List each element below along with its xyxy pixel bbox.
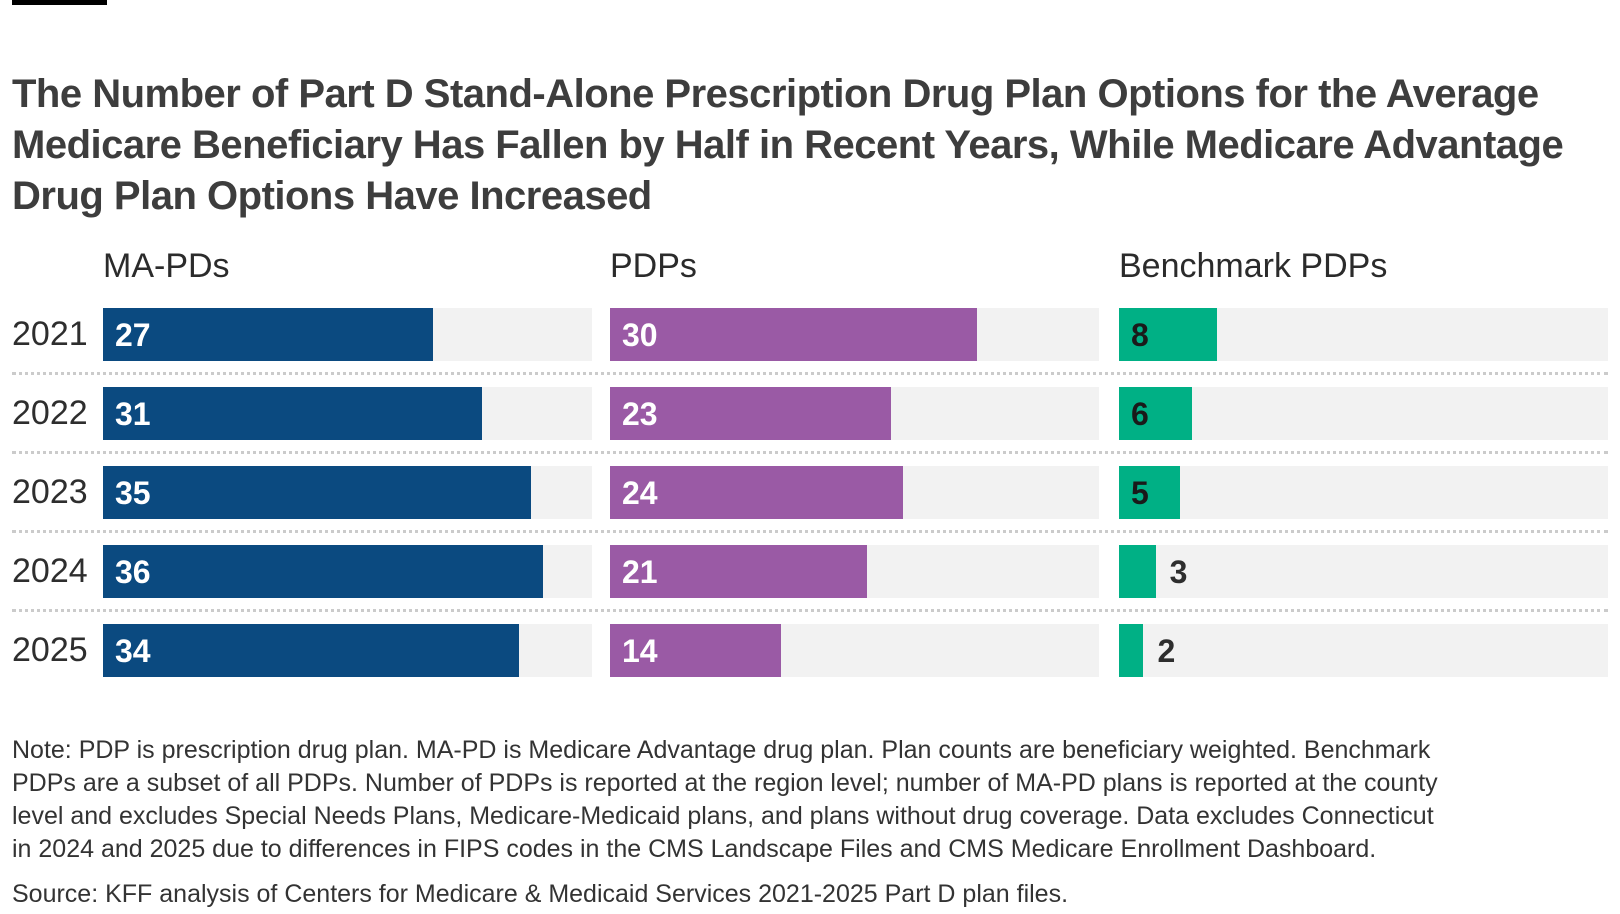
- bar-track: 14: [610, 623, 1099, 677]
- chart-rows: 2021 27 30 8 2022 31 23 6 2023 35 24 5 2024 36 21 3 2025…: [12, 296, 1608, 688]
- bar-pdps: [610, 307, 977, 361]
- bar-ma-pds: [103, 465, 531, 519]
- bar-value-label: 5: [1131, 474, 1149, 511]
- title-line-2: Medicare Beneficiary Has Fallen by Half …: [12, 123, 1564, 167]
- bar-benchmark-pdps: [1119, 307, 1217, 361]
- note-line-3: level and excludes Special Needs Plans, …: [12, 802, 1434, 830]
- bar-chart: MA-PDs PDPs Benchmark PDPs 2021 27 30 8 2022…: [12, 244, 1608, 688]
- bar-value-label: 36: [115, 553, 151, 590]
- bar-value-label: 35: [115, 474, 151, 511]
- bar-track: 23: [610, 386, 1099, 440]
- bar-value-label: 24: [622, 474, 658, 511]
- bar-ma-pds: [103, 307, 434, 361]
- chart-row-2021: 2021 27 30 8: [12, 296, 1608, 372]
- bar-track: 2: [1119, 623, 1608, 677]
- bar-value-label: 6: [1131, 395, 1149, 432]
- chart-row-2025: 2025 34 14 2: [12, 609, 1608, 688]
- bar-value-label: 34: [115, 632, 151, 669]
- chart-row-2022: 2022 31 23 6: [12, 372, 1608, 451]
- chart-title: The Number of Part D Stand-Alone Prescri…: [12, 69, 1608, 222]
- bar-pdps: [610, 465, 904, 519]
- note-text: Note: PDP is prescription drug plan. MA-…: [12, 734, 1608, 866]
- source-text: Source: KFF analysis of Centers for Medi…: [12, 880, 1069, 908]
- bar-benchmark-pdps: [1119, 544, 1156, 598]
- bar-track: 30: [610, 307, 1099, 361]
- note-line-1: Note: PDP is prescription drug plan. MA-…: [12, 736, 1431, 764]
- bar-track: 35: [103, 465, 592, 519]
- bar-pdps: [610, 544, 867, 598]
- chart-row-2024: 2024 36 21 3: [12, 530, 1608, 609]
- bar-value-label: 8: [1131, 316, 1149, 353]
- bar-value-label: 2: [1157, 632, 1176, 669]
- bar-value-label: 30: [622, 316, 658, 353]
- column-headers-row: MA-PDs PDPs Benchmark PDPs: [12, 244, 1608, 288]
- bar-track: 34: [103, 623, 592, 677]
- bar-benchmark-pdps: [1119, 623, 1144, 677]
- bar-benchmark-pdps: [1119, 465, 1181, 519]
- top-rule: [12, 0, 107, 5]
- column-header-benchmark-pdps: Benchmark PDPs: [1119, 247, 1388, 285]
- year-label: 2024: [12, 551, 88, 590]
- bar-track: 8: [1119, 307, 1608, 361]
- bar-ma-pds: [103, 386, 482, 440]
- column-header-pdps: PDPs: [610, 247, 697, 285]
- bar-value-label: 21: [622, 553, 658, 590]
- year-label: 2021: [12, 314, 88, 353]
- year-label: 2023: [12, 472, 88, 511]
- bar-pdps: [610, 623, 782, 677]
- bar-track: 6: [1119, 386, 1608, 440]
- year-label: 2025: [12, 630, 88, 669]
- title-line-3: Drug Plan Options Have Increased: [12, 174, 652, 218]
- bar-track: 36: [103, 544, 592, 598]
- bar-benchmark-pdps: [1119, 386, 1193, 440]
- bar-ma-pds: [103, 544, 544, 598]
- bar-track: 3: [1119, 544, 1608, 598]
- title-line-1: The Number of Part D Stand-Alone Prescri…: [12, 72, 1539, 116]
- note-line-2: PDPs are a subset of all PDPs. Number of…: [12, 769, 1438, 797]
- column-header-ma-pds: MA-PDs: [103, 247, 230, 285]
- bar-track: 27: [103, 307, 592, 361]
- bar-value-label: 31: [115, 395, 151, 432]
- bar-value-label: 23: [622, 395, 658, 432]
- bar-value-label: 14: [622, 632, 658, 669]
- bar-value-label: 27: [115, 316, 151, 353]
- bar-track: 5: [1119, 465, 1608, 519]
- bar-track: 24: [610, 465, 1099, 519]
- bar-value-label: 3: [1169, 553, 1188, 590]
- chart-row-2023: 2023 35 24 5: [12, 451, 1608, 530]
- note-line-4: in 2024 and 2025 due to differences in F…: [12, 835, 1377, 863]
- bar-track: 21: [610, 544, 1099, 598]
- bar-pdps: [610, 386, 892, 440]
- bar-track: 31: [103, 386, 592, 440]
- year-label: 2022: [12, 393, 88, 432]
- bar-ma-pds: [103, 623, 519, 677]
